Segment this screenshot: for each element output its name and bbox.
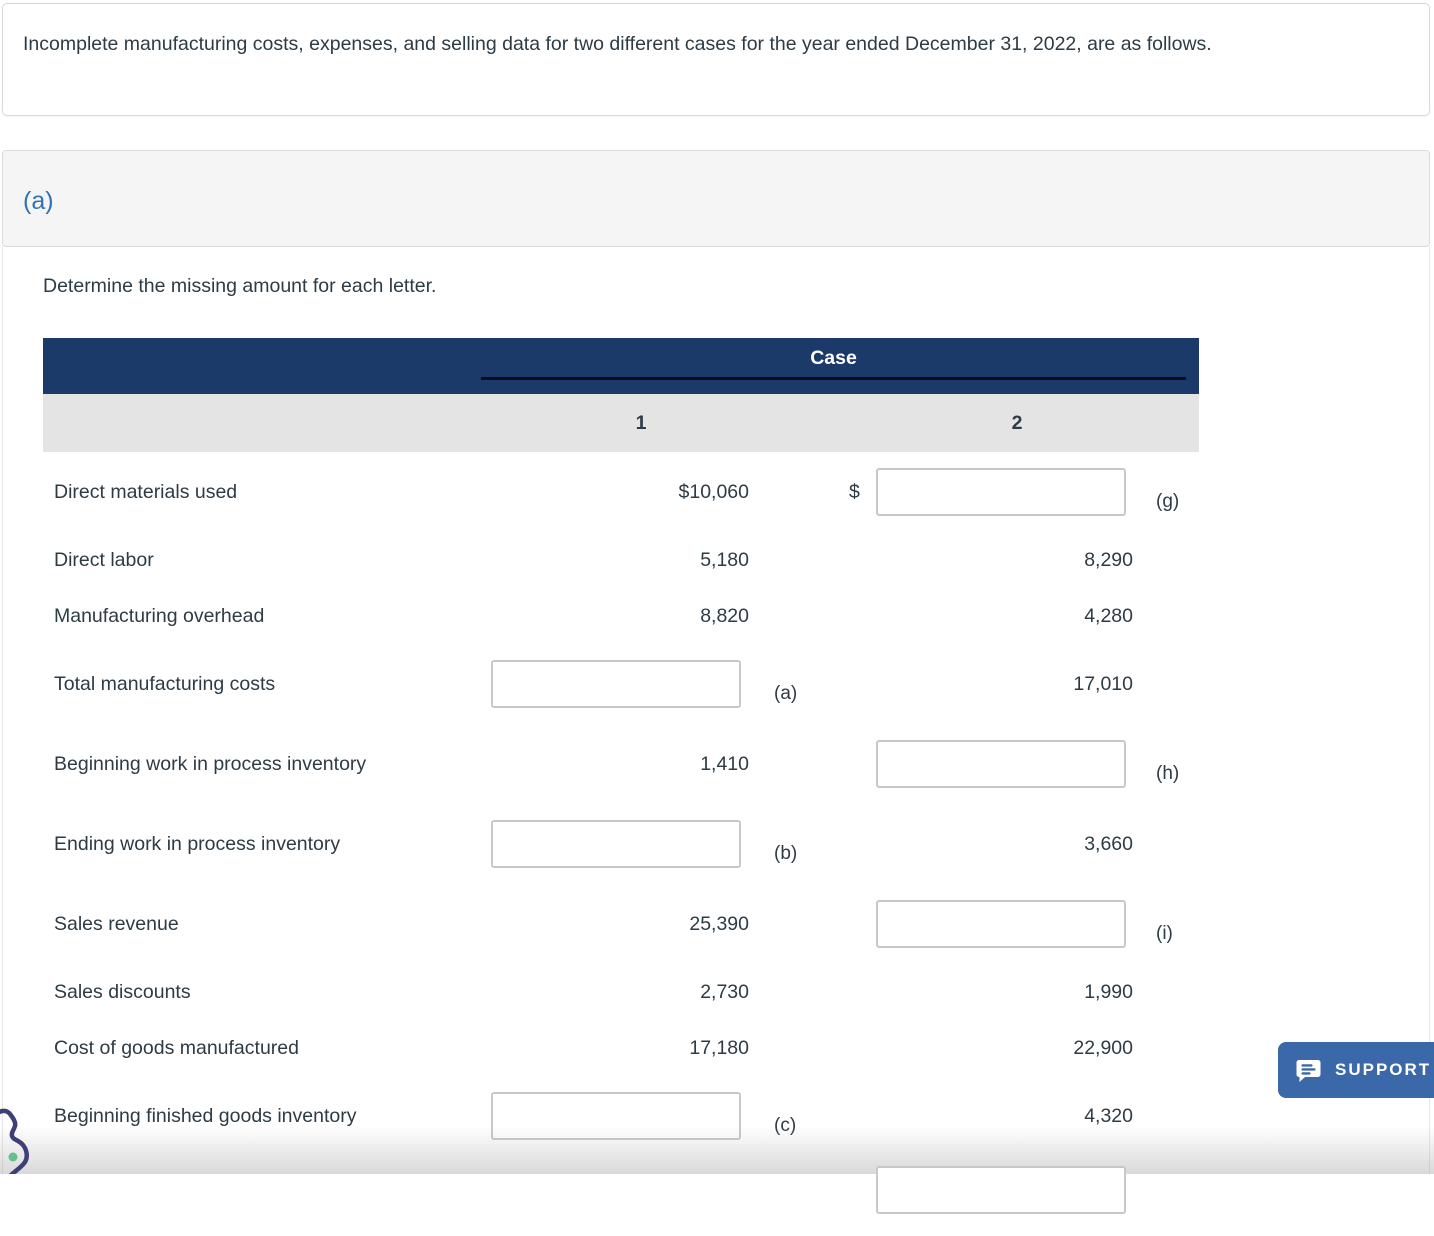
table-row: Sales revenue 25,390 (i): [43, 884, 1199, 964]
table-row: Sales discounts 2,730 1,990: [43, 964, 1199, 1020]
cell-value-case1: 17,180: [689, 1036, 749, 1059]
cell-value-case2: 4,320: [1084, 1104, 1133, 1127]
cell-value-case1: 2,730: [700, 980, 749, 1003]
table-row: Total manufacturing costs (a) 17,010: [43, 644, 1199, 724]
answer-input-next[interactable]: [878, 1168, 1124, 1212]
missing-letter-label: (h): [1156, 763, 1180, 784]
answer-input-a[interactable]: [493, 662, 739, 706]
table-row: Beginning finished goods inventory (c) 4,3…: [43, 1076, 1199, 1156]
answer-input-g[interactable]: [878, 470, 1124, 514]
table-header: Case: [43, 338, 1199, 394]
cell-value-case2: 3,660: [1084, 832, 1133, 855]
table-row: Direct labor 5,180 8,290: [43, 532, 1199, 588]
answer-input-box: [876, 468, 1126, 516]
instruction-text: Determine the missing amount for each le…: [43, 275, 437, 297]
column-header-1: 1: [635, 411, 647, 434]
column-header-2: 2: [1011, 411, 1023, 434]
row-label: Beginning work in process inventory: [54, 752, 367, 775]
table-row: Direct materials used $10,060 $ (g): [43, 452, 1199, 532]
table-rows: Direct materials used $10,060 $ (g) Direct l…: [43, 452, 1199, 1236]
table-subheader: 1 2: [43, 394, 1199, 452]
cell-value-case2: 22,900: [1073, 1036, 1133, 1059]
missing-letter-label: (b): [774, 843, 798, 864]
question-body: Determine the missing amount for each le…: [2, 247, 1430, 1236]
row-label: Manufacturing overhead: [54, 604, 265, 627]
table-row: Beginning work in process inventory 1,410…: [43, 724, 1199, 804]
cell-value-case2: 8,290: [1084, 548, 1133, 571]
answer-input-box: [876, 900, 1126, 948]
answer-input-box: [876, 1166, 1126, 1214]
support-button[interactable]: SUPPORT: [1278, 1042, 1434, 1098]
answer-input-box: [491, 1092, 741, 1140]
cell-value-case2: 17,010: [1073, 672, 1133, 695]
row-label: Beginning finished goods inventory: [54, 1104, 357, 1127]
support-button-label: SUPPORT: [1335, 1060, 1432, 1079]
missing-letter-label: (c): [774, 1115, 797, 1136]
cases-table: Case 1 2 Direct materials used $10,060 $ (g…: [43, 338, 1199, 1236]
cell-value-case1: 1,410: [700, 752, 749, 775]
currency-symbol: $: [849, 480, 860, 503]
section-a-header: (a): [2, 150, 1430, 247]
support-chat-icon: [1296, 1059, 1321, 1082]
cell-value-case1: 5,180: [700, 548, 749, 571]
missing-letter-label: (a): [774, 683, 798, 704]
assistant-mascot-icon[interactable]: [0, 1095, 39, 1174]
missing-letter-label: (i): [1156, 923, 1173, 944]
missing-letter-label: (g): [1156, 491, 1180, 512]
table-row: Cost of goods manufactured 17,180 22,900: [43, 1020, 1199, 1076]
case-group-header: Case: [481, 347, 1186, 380]
cell-value-case1: $10,060: [678, 480, 750, 503]
answer-input-box: [491, 820, 741, 868]
answer-input-box: [876, 740, 1126, 788]
table-row: Ending work in process inventory (b) 3,660: [43, 804, 1199, 884]
row-label: Sales revenue: [54, 912, 179, 935]
problem-statement-card: Incomplete manufacturing costs, expenses…: [2, 3, 1430, 116]
cell-value-case1: 8,820: [700, 604, 749, 627]
cell-value-case2: 4,280: [1084, 604, 1133, 627]
row-label: Sales discounts: [54, 980, 191, 1003]
row-label: Direct materials used: [54, 480, 238, 503]
answer-input-h[interactable]: [878, 742, 1124, 786]
cell-value-case2: 1,990: [1084, 980, 1133, 1003]
row-label: Cost of goods manufactured: [54, 1036, 299, 1059]
answer-input-i[interactable]: [878, 902, 1124, 946]
cell-value-case1: 25,390: [689, 912, 749, 935]
answer-input-b[interactable]: [493, 822, 739, 866]
section-a-label: (a): [23, 187, 54, 215]
table-row: Manufacturing overhead 8,820 4,280: [43, 588, 1199, 644]
row-label: Direct labor: [54, 548, 154, 571]
row-label: Total manufacturing costs: [54, 672, 276, 695]
answer-input-c[interactable]: [493, 1094, 739, 1138]
answer-input-box: [491, 660, 741, 708]
problem-statement-text: Incomplete manufacturing costs, expenses…: [23, 33, 1212, 55]
row-label: Ending work in process inventory: [54, 832, 341, 855]
table-row-partial: [43, 1156, 1199, 1236]
